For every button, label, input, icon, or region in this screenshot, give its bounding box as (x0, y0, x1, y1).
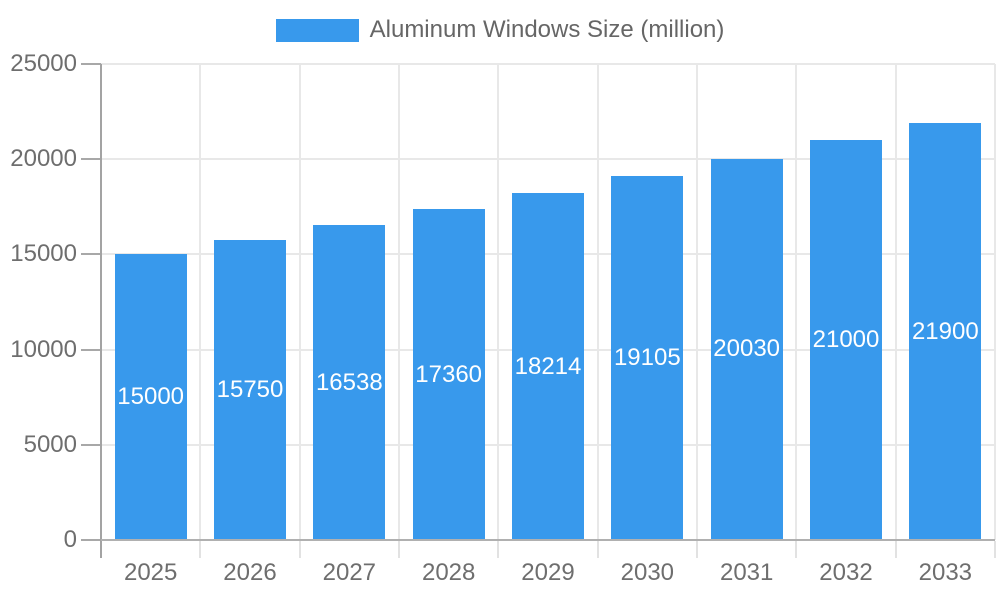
x-tick-label: 2026 (223, 559, 277, 586)
x-gridline (497, 64, 500, 540)
x-gridline (994, 64, 996, 540)
y-tick-label: 5000 (23, 430, 77, 458)
y-gridline (101, 158, 995, 161)
bar-value-label: 16538 (315, 368, 383, 396)
bar[interactable] (512, 193, 584, 540)
y-axis-line (100, 64, 102, 558)
x-axis-tick (596, 541, 599, 558)
y-axis-tick (81, 539, 101, 541)
chart-legend-item[interactable]: Aluminum Windows Size (million) (0, 8, 1000, 52)
y-axis-tick (81, 443, 101, 446)
bar[interactable] (710, 158, 783, 540)
bar-value-label: 21900 (911, 317, 979, 345)
x-tick-label: 2025 (123, 559, 178, 586)
y-gridline (101, 63, 995, 65)
legend-swatch (275, 18, 359, 42)
y-axis-tick (81, 253, 101, 256)
x-gridline (398, 64, 400, 540)
bar[interactable] (114, 254, 187, 540)
x-gridline (795, 64, 798, 540)
y-axis-tick (81, 348, 101, 351)
x-gridline (199, 64, 202, 540)
y-tick-label: 0 (63, 526, 77, 553)
x-axis-tick (994, 541, 996, 558)
x-gridline (298, 64, 301, 540)
bar[interactable] (412, 209, 485, 540)
bar[interactable] (611, 176, 684, 540)
bar-value-label: 15000 (117, 383, 185, 411)
bar-value-label: 19105 (613, 344, 681, 372)
x-tick-label: 2029 (521, 559, 575, 586)
bar-value-label: 17360 (415, 360, 483, 388)
x-axis-tick (795, 541, 798, 558)
y-tick-label: 10000 (10, 335, 77, 363)
x-axis-tick (199, 541, 202, 558)
x-axis-tick (894, 541, 897, 558)
x-axis-tick (696, 541, 698, 558)
bar[interactable] (909, 123, 982, 540)
bar-value-label: 18214 (514, 352, 582, 380)
x-tick-label: 2032 (819, 559, 873, 586)
y-tick-label: 25000 (10, 50, 77, 77)
legend-label: Aluminum Windows Size (million) (369, 16, 725, 43)
x-axis-line (101, 539, 995, 541)
bar-value-label: 15750 (216, 376, 284, 404)
y-axis-tick (81, 158, 101, 161)
x-tick-label: 2033 (918, 559, 973, 586)
x-gridline (596, 64, 599, 540)
x-tick-label: 2030 (620, 559, 675, 586)
x-tick-label: 2027 (322, 559, 377, 586)
bar[interactable] (810, 140, 882, 540)
bar[interactable] (313, 225, 386, 540)
x-tick-label: 2028 (421, 559, 476, 586)
x-gridline (696, 64, 698, 540)
x-gridline (894, 64, 897, 540)
y-axis-tick (81, 63, 101, 65)
bar-value-label: 20030 (713, 335, 781, 363)
x-axis-tick (398, 541, 400, 558)
x-axis-tick (497, 541, 500, 558)
y-tick-label: 20000 (10, 145, 77, 173)
x-axis-tick (298, 541, 301, 558)
x-tick-label: 2031 (719, 559, 774, 586)
bar-value-label: 21000 (812, 326, 880, 354)
bar[interactable] (214, 240, 286, 540)
y-tick-label: 15000 (10, 240, 77, 268)
